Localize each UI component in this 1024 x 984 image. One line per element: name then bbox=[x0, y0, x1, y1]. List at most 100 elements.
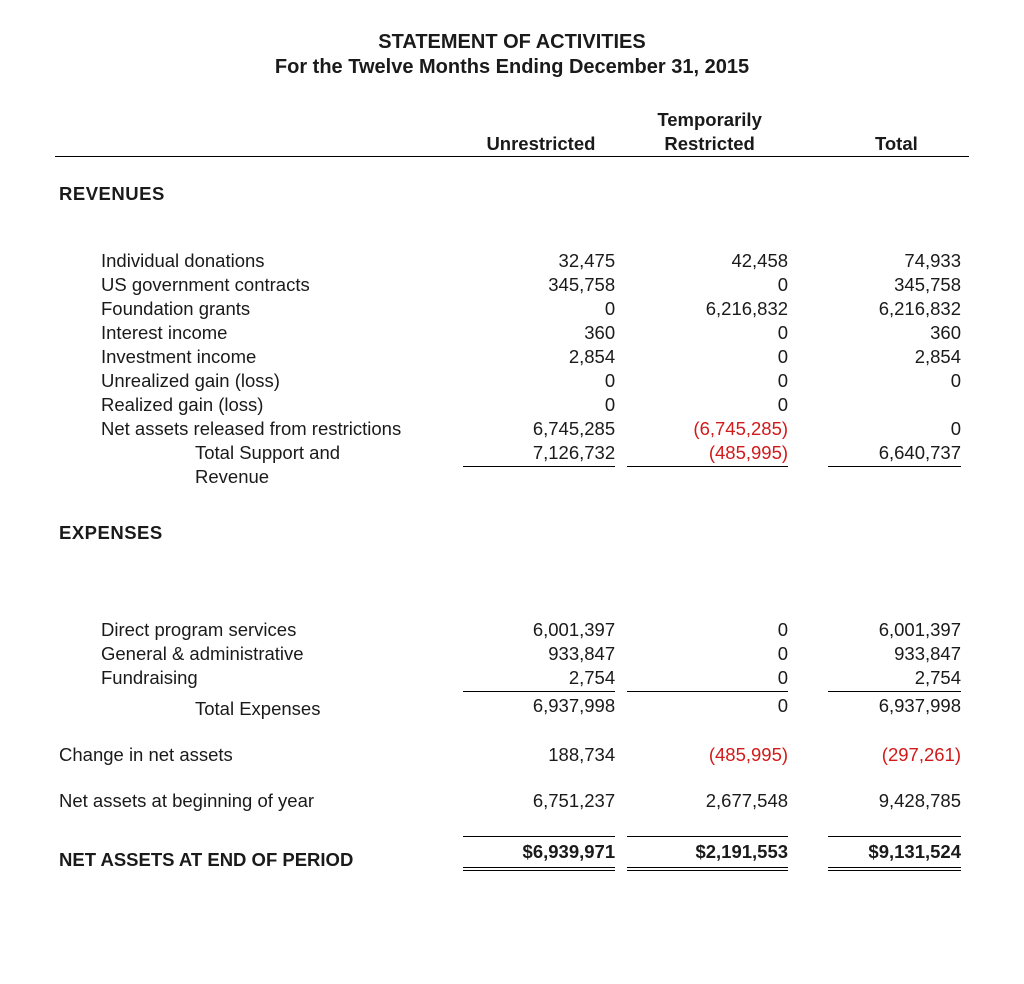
row-investment-income: Investment income 2,854 0 2,854 bbox=[55, 345, 969, 369]
expenses-label: EXPENSES bbox=[55, 496, 969, 558]
section-expenses: EXPENSES bbox=[55, 496, 969, 558]
cell-c3: 6,001,397 bbox=[824, 618, 969, 642]
cell-label: Investment income bbox=[55, 345, 459, 369]
cell-c3: 2,754 bbox=[824, 666, 969, 690]
gap-row bbox=[55, 767, 969, 789]
header-row-bottom: Unrestricted Restricted Total bbox=[55, 132, 969, 157]
cell-label: Revenue bbox=[55, 465, 459, 496]
section-revenues: REVENUES bbox=[55, 157, 969, 220]
cell-c2: (485,995) bbox=[623, 441, 796, 465]
row-us-gov-contracts: US government contracts 345,758 0 345,75… bbox=[55, 273, 969, 297]
gap-row bbox=[55, 219, 969, 249]
cell-label: Interest income bbox=[55, 321, 459, 345]
cell-label: Total Support and bbox=[55, 441, 459, 465]
gap-row bbox=[55, 721, 969, 743]
cell-c1: 360 bbox=[459, 321, 623, 345]
cell-label: Net assets released from restrictions bbox=[55, 417, 459, 441]
col-header-restricted: Restricted bbox=[623, 132, 796, 157]
cell-label: Direct program services bbox=[55, 618, 459, 642]
cell-c1: 6,751,237 bbox=[459, 789, 623, 813]
cell-c2: 0 bbox=[623, 666, 796, 690]
cell-c2: 0 bbox=[623, 273, 796, 297]
row-beginning-year: Net assets at beginning of year 6,751,23… bbox=[55, 789, 969, 813]
cell-c1: $6,939,971 bbox=[463, 836, 615, 871]
cell-c1: 6,745,285 bbox=[459, 417, 623, 441]
cell-c2: 0 bbox=[623, 618, 796, 642]
cell-c2: $2,191,553 bbox=[627, 836, 788, 871]
row-change-net-assets: Change in net assets 188,734 (485,995) (… bbox=[55, 743, 969, 767]
subtotal-rule bbox=[627, 466, 788, 495]
subtotal-rule bbox=[463, 466, 615, 495]
cell-c3: $9,131,524 bbox=[828, 836, 961, 871]
cell-c1: 6,937,998 bbox=[463, 691, 615, 720]
cell-c2: (485,995) bbox=[623, 743, 796, 767]
cell-c1: 0 bbox=[459, 393, 623, 417]
cell-c1: 7,126,732 bbox=[459, 441, 623, 465]
cell-label: NET ASSETS AT END OF PERIOD bbox=[55, 835, 459, 872]
title-block: STATEMENT OF ACTIVITIES For the Twelve M… bbox=[55, 30, 969, 80]
row-direct-program: Direct program services 6,001,397 0 6,00… bbox=[55, 618, 969, 642]
cell-c3: 9,428,785 bbox=[824, 789, 969, 813]
cell-c3: 2,854 bbox=[824, 345, 969, 369]
row-individual-donations: Individual donations 32,475 42,458 74,93… bbox=[55, 249, 969, 273]
cell-c3: 6,216,832 bbox=[824, 297, 969, 321]
cell-label: Change in net assets bbox=[55, 743, 459, 767]
row-total-support-revenue-b: Revenue bbox=[55, 465, 969, 496]
cell-c3: 6,640,737 bbox=[824, 441, 969, 465]
cell-c2: 0 bbox=[623, 369, 796, 393]
cell-c3: 360 bbox=[824, 321, 969, 345]
cell-c1: 0 bbox=[459, 369, 623, 393]
cell-c1: 2,854 bbox=[459, 345, 623, 369]
cell-c3: 6,937,998 bbox=[828, 691, 961, 720]
cell-label: US government contracts bbox=[55, 273, 459, 297]
cell-c2: 0 bbox=[623, 345, 796, 369]
revenues-label: REVENUES bbox=[55, 157, 969, 220]
cell-c2: 0 bbox=[623, 642, 796, 666]
row-interest-income: Interest income 360 0 360 bbox=[55, 321, 969, 345]
cell-label: Realized gain (loss) bbox=[55, 393, 459, 417]
cell-c3: 0 bbox=[824, 369, 969, 393]
cell-c2: 0 bbox=[623, 321, 796, 345]
row-total-expenses: Total Expenses 6,937,998 0 6,937,998 bbox=[55, 690, 969, 721]
cell-label: Net assets at beginning of year bbox=[55, 789, 459, 813]
cell-c3: (297,261) bbox=[824, 743, 969, 767]
cell-c1: 6,001,397 bbox=[459, 618, 623, 642]
cell-c1: 345,758 bbox=[459, 273, 623, 297]
gap-row bbox=[55, 813, 969, 835]
cell-c1: 2,754 bbox=[459, 666, 623, 690]
cell-label: Foundation grants bbox=[55, 297, 459, 321]
financial-table: Temporarily Unrestricted Restricted Tota… bbox=[55, 108, 969, 872]
cell-c2: 6,216,832 bbox=[623, 297, 796, 321]
col-header-total: Total bbox=[824, 132, 969, 157]
row-foundation-grants: Foundation grants 0 6,216,832 6,216,832 bbox=[55, 297, 969, 321]
row-general-admin: General & administrative 933,847 0 933,8… bbox=[55, 642, 969, 666]
cell-c3: 933,847 bbox=[824, 642, 969, 666]
col-header-unrestricted: Unrestricted bbox=[459, 132, 623, 157]
cell-label: General & administrative bbox=[55, 642, 459, 666]
cell-c2: 2,677,548 bbox=[623, 789, 796, 813]
cell-c2: 0 bbox=[627, 691, 788, 720]
cell-label: Total Expenses bbox=[55, 690, 459, 721]
cell-c3: 74,933 bbox=[824, 249, 969, 273]
statement-page: STATEMENT OF ACTIVITIES For the Twelve M… bbox=[0, 0, 1024, 872]
col-header-restricted-top: Temporarily bbox=[623, 108, 796, 132]
row-net-assets-released: Net assets released from restrictions 6,… bbox=[55, 417, 969, 441]
row-end-of-period: NET ASSETS AT END OF PERIOD $6,939,971 $… bbox=[55, 835, 969, 872]
header-row-top: Temporarily bbox=[55, 108, 969, 132]
row-unrealized-gain: Unrealized gain (loss) 0 0 0 bbox=[55, 369, 969, 393]
gap-row bbox=[55, 558, 969, 588]
cell-c3: 0 bbox=[824, 417, 969, 441]
row-fundraising: Fundraising 2,754 0 2,754 bbox=[55, 666, 969, 690]
subtotal-rule bbox=[828, 466, 961, 495]
title-line1: STATEMENT OF ACTIVITIES bbox=[55, 30, 969, 55]
cell-c2: 0 bbox=[623, 393, 796, 417]
cell-c1: 32,475 bbox=[459, 249, 623, 273]
row-realized-gain: Realized gain (loss) 0 0 bbox=[55, 393, 969, 417]
cell-c1: 933,847 bbox=[459, 642, 623, 666]
cell-label: Unrealized gain (loss) bbox=[55, 369, 459, 393]
cell-c2: 42,458 bbox=[623, 249, 796, 273]
cell-label: Individual donations bbox=[55, 249, 459, 273]
cell-c1: 0 bbox=[459, 297, 623, 321]
cell-c2: (6,745,285) bbox=[623, 417, 796, 441]
cell-label: Fundraising bbox=[55, 666, 459, 690]
